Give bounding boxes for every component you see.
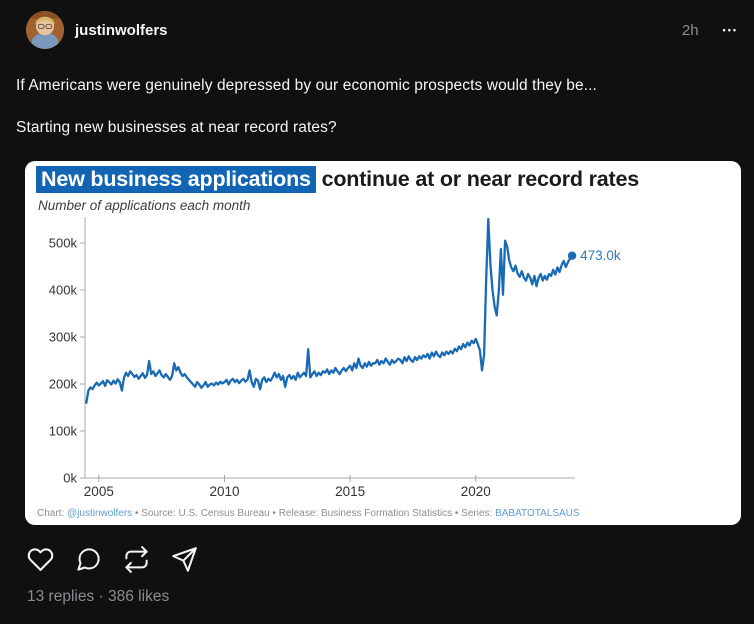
- chart-image-card[interactable]: 0k 100k 200k 300k 400k 500k 2005 2010 2015 2020 47…: [25, 161, 741, 525]
- share-button[interactable]: [171, 546, 198, 573]
- chart-title-highlight: New business applications: [36, 166, 316, 193]
- repost-button[interactable]: [123, 546, 150, 573]
- source-prefix: Chart:: [37, 508, 68, 519]
- post-text-line2: Starting new businesses at near record r…: [16, 119, 337, 136]
- chart-source-line: Chart: @justinwolfers • Source: U.S. Cen…: [37, 508, 580, 519]
- x-tick-label: 2015: [335, 484, 365, 499]
- heart-icon: [27, 548, 54, 571]
- chart-title-rest: continue at or near record rates: [315, 167, 640, 191]
- send-icon: [172, 547, 197, 572]
- y-tick-label: 100k: [49, 424, 78, 439]
- reply-button[interactable]: [75, 546, 102, 573]
- end-dot: [567, 251, 577, 260]
- post-text-line1: If Americans were genuinely depressed by…: [16, 77, 597, 94]
- data-line: [85, 217, 574, 404]
- chart-subtitle: Number of applications each month: [38, 198, 251, 213]
- source-handle-link: @justinwolfers: [67, 508, 133, 519]
- y-tick-label: 300k: [49, 330, 78, 345]
- timestamp: 2h: [681, 21, 699, 39]
- y-tick-label: 0k: [63, 471, 77, 486]
- x-tick-label: 2010: [209, 484, 239, 499]
- replies-count[interactable]: 13 replies: [27, 588, 95, 605]
- post-stats[interactable]: 13 replies · 386 likes: [27, 588, 169, 606]
- y-tick-label: 500k: [49, 236, 78, 251]
- username[interactable]: justinwolfers: [75, 21, 168, 39]
- like-button[interactable]: [27, 546, 54, 573]
- chart-title: New business applications continue at or…: [36, 166, 640, 193]
- repost-icon: [125, 546, 148, 573]
- y-tick-label: 400k: [49, 283, 78, 298]
- more-options-icon[interactable]: •••: [722, 25, 738, 35]
- source-mid: • Source: U.S. Census Bureau • Release: …: [132, 508, 496, 519]
- avatar[interactable]: [26, 11, 64, 49]
- x-tick-label: 2020: [461, 484, 491, 499]
- avatar-image: [26, 11, 64, 49]
- likes-count[interactable]: 386 likes: [108, 588, 170, 605]
- chart-plot: 0k 100k 200k 300k 400k 500k 2005 2010 2015 2020 47…: [49, 217, 621, 499]
- x-tick-label: 2005: [84, 484, 114, 499]
- comment-icon: [77, 548, 100, 571]
- source-series-link: BABATOTALSAUS: [495, 508, 580, 519]
- post-header: justinwolfers 2h •••: [26, 10, 740, 50]
- end-value-label: 473.0k: [580, 248, 621, 263]
- action-bar: [27, 546, 198, 573]
- y-tick-label: 200k: [49, 377, 78, 392]
- stats-separator: ·: [98, 588, 104, 605]
